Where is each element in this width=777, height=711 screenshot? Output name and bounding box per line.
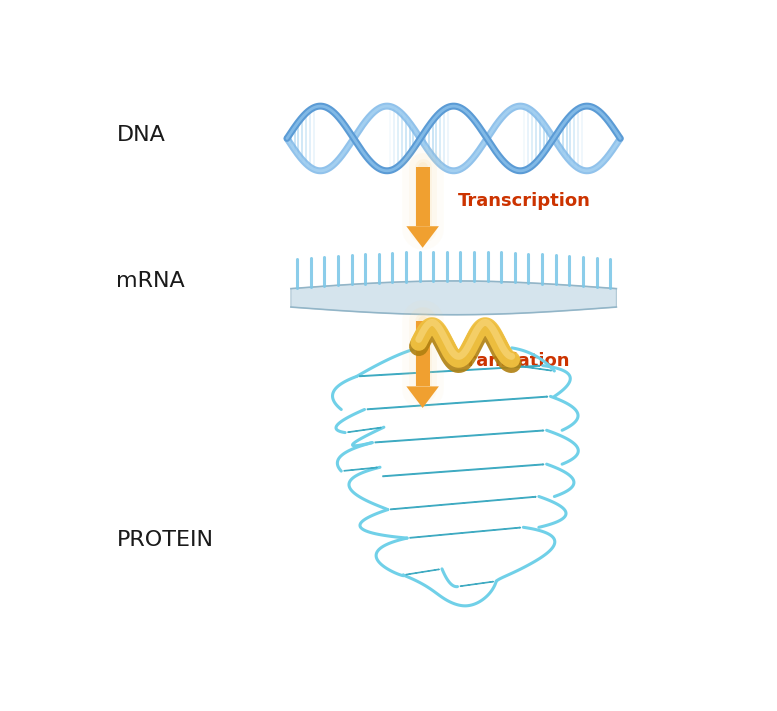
Text: Translation: Translation bbox=[458, 352, 570, 370]
FancyArrow shape bbox=[416, 321, 430, 386]
FancyArrowPatch shape bbox=[344, 467, 378, 471]
Text: PROTEIN: PROTEIN bbox=[117, 530, 214, 550]
Polygon shape bbox=[291, 281, 616, 315]
Text: DNA: DNA bbox=[117, 124, 166, 144]
FancyArrow shape bbox=[416, 167, 430, 226]
FancyArrowPatch shape bbox=[518, 365, 552, 371]
FancyArrowPatch shape bbox=[375, 430, 544, 443]
FancyArrowPatch shape bbox=[368, 396, 548, 410]
FancyArrowPatch shape bbox=[348, 427, 382, 432]
FancyArrow shape bbox=[406, 386, 439, 408]
FancyArrowPatch shape bbox=[360, 365, 540, 377]
FancyArrowPatch shape bbox=[406, 569, 439, 575]
Text: Transcription: Transcription bbox=[458, 192, 591, 210]
FancyArrowPatch shape bbox=[460, 582, 493, 587]
FancyArrowPatch shape bbox=[383, 464, 544, 476]
FancyArrowPatch shape bbox=[409, 527, 521, 538]
FancyArrow shape bbox=[406, 226, 439, 248]
FancyArrowPatch shape bbox=[391, 496, 536, 510]
Text: mRNA: mRNA bbox=[117, 271, 185, 291]
